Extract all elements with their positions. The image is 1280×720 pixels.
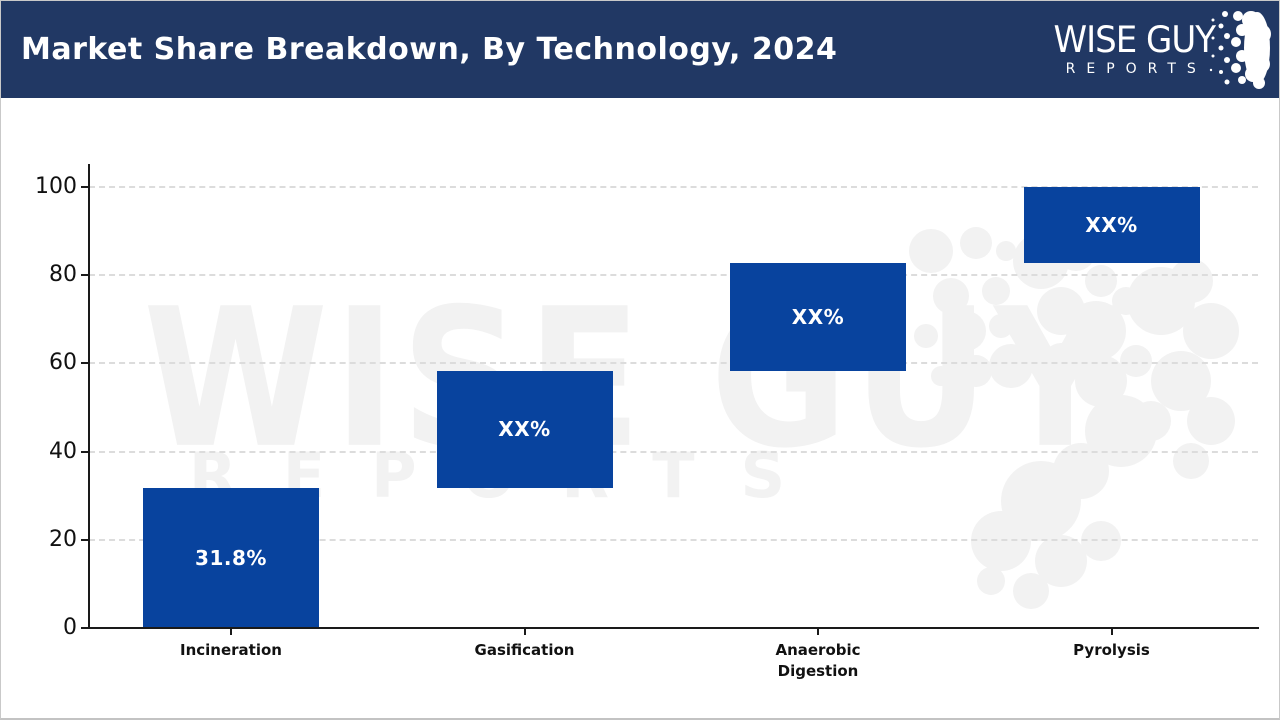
x-category-label: Anaerobic Digestion (775, 641, 861, 680)
y-axis-line (88, 164, 90, 629)
bar: XX% (1023, 186, 1200, 263)
x-tick-mark (230, 628, 232, 635)
y-tick-mark (81, 627, 89, 629)
bar-label: 31.8% (195, 545, 267, 570)
y-tick-mark (81, 274, 89, 277)
grid-line (89, 362, 1258, 365)
logo-subtitle: REPORTS (1065, 61, 1207, 77)
y-tick-mark (81, 185, 89, 188)
y-tick-mark (81, 450, 89, 453)
wiseguy-logo: WISE GUY REPORTS (1053, 8, 1271, 92)
y-tick-mark (81, 538, 89, 541)
bar: XX% (436, 371, 613, 488)
y-tick-label: 100 (35, 173, 77, 199)
x-category-label: Gasification (474, 641, 575, 659)
bar: 31.8% (143, 487, 319, 628)
grid-line (89, 450, 1258, 453)
grid-line (89, 185, 1258, 188)
x-category-label: Incineration (180, 641, 282, 659)
x-category-label: Pyrolysis (1073, 641, 1150, 659)
logo-wordmark: WISE GUY (1053, 18, 1216, 62)
grid-line (89, 538, 1258, 541)
y-tick-mark (81, 362, 89, 365)
x-tick-mark (1110, 628, 1113, 635)
x-tick-mark (523, 628, 526, 635)
y-tick-label: 20 (49, 526, 77, 552)
x-tick-mark (817, 628, 819, 635)
y-tick-label: 40 (49, 438, 77, 464)
page-title: Market Share Breakdown, By Technology, 2… (21, 32, 838, 67)
bar-label: XX% (1085, 212, 1138, 237)
header-bar: Market Share Breakdown, By Technology, 2… (1, 1, 1279, 98)
grid-line (89, 274, 1258, 277)
logo-face-icon (1209, 10, 1271, 89)
logo-text: WISE GUY REPORTS (1053, 18, 1216, 77)
bar-label: XX% (791, 304, 845, 329)
bar: XX% (730, 262, 906, 372)
bar-label: XX% (498, 417, 551, 442)
y-tick-label: 0 (63, 615, 77, 640)
x-axis-line (88, 627, 1259, 629)
y-tick-label: 80 (49, 262, 77, 288)
y-tick-label: 60 (49, 350, 77, 376)
